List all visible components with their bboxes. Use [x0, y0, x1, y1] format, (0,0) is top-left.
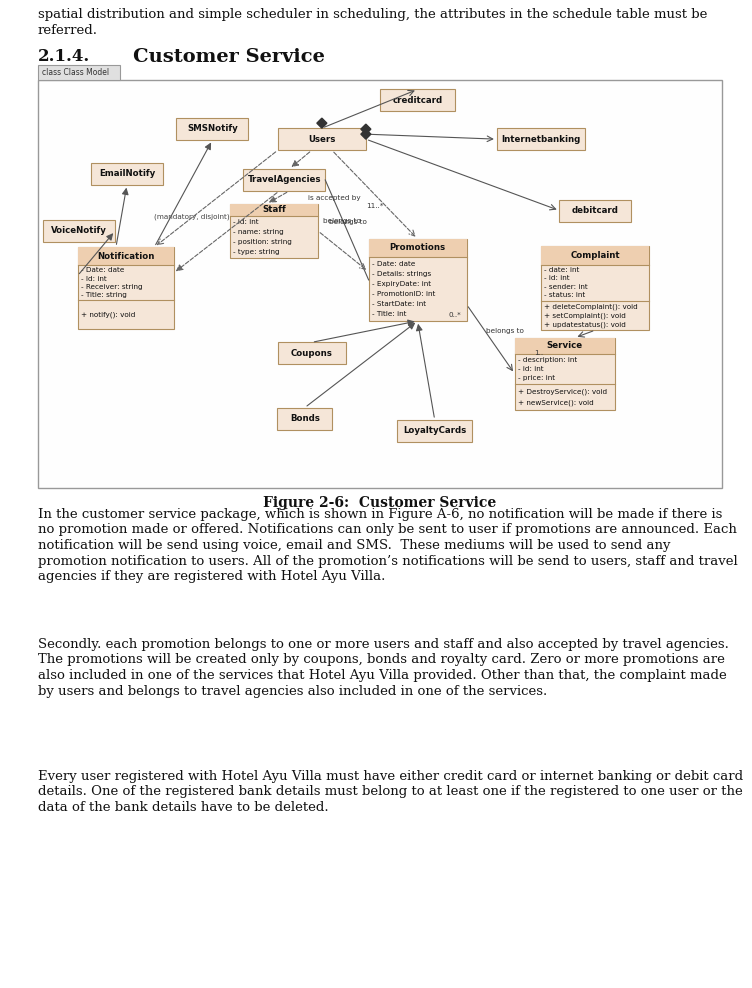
Text: - type: string: - type: string	[233, 249, 280, 255]
Text: Users: Users	[308, 134, 335, 143]
Text: creditcard: creditcard	[393, 96, 443, 105]
Text: Internetbanking: Internetbanking	[501, 134, 581, 143]
Text: - id: int: - id: int	[233, 219, 259, 225]
Text: TravelAgencies: TravelAgencies	[247, 176, 321, 185]
Text: - id: int: - id: int	[544, 276, 570, 282]
Polygon shape	[361, 129, 371, 139]
FancyBboxPatch shape	[77, 247, 174, 329]
Text: - date: int: - date: int	[544, 267, 580, 273]
FancyBboxPatch shape	[91, 163, 163, 185]
Text: debitcard: debitcard	[572, 206, 619, 215]
Text: Secondly. each promotion belongs to one or more users and staff and also accepte: Secondly. each promotion belongs to one …	[38, 638, 729, 651]
Text: - Date: date: - Date: date	[371, 261, 415, 267]
Text: + deleteComplaint(): void: + deleteComplaint(): void	[544, 303, 638, 309]
Text: 1..: 1..	[534, 351, 543, 357]
FancyBboxPatch shape	[38, 80, 722, 488]
FancyBboxPatch shape	[277, 343, 346, 365]
Polygon shape	[317, 119, 327, 128]
FancyBboxPatch shape	[541, 246, 650, 265]
Text: - Id: int: - Id: int	[80, 276, 106, 282]
Text: spatial distribution and simple scheduler in scheduling, the attributes in the s: spatial distribution and simple schedule…	[38, 8, 708, 21]
FancyBboxPatch shape	[497, 128, 585, 150]
Text: notification will be send using voice, email and SMS.  These mediums will be use: notification will be send using voice, e…	[38, 539, 671, 552]
Text: Bonds: Bonds	[290, 414, 320, 423]
Text: In the customer service package, which is shown in Figure A-6, no notification w: In the customer service package, which i…	[38, 508, 723, 521]
Text: + setComplaint(): void: + setComplaint(): void	[544, 312, 626, 318]
Text: Every user registered with Hotel Ayu Villa must have either credit card or inter: Every user registered with Hotel Ayu Vil…	[38, 770, 743, 783]
Text: agencies if they are registered with Hotel Ayu Villa.: agencies if they are registered with Hot…	[38, 570, 385, 583]
Text: The promotions will be created only by coupons, bonds and royalty card. Zero or : The promotions will be created only by c…	[38, 653, 725, 667]
Text: Notification: Notification	[97, 252, 154, 261]
Text: - Details: strings: - Details: strings	[371, 271, 431, 277]
Text: also included in one of the services that Hotel Ayu Villa provided. Other than t: also included in one of the services tha…	[38, 669, 726, 682]
Text: 11..*: 11..*	[366, 204, 384, 209]
FancyBboxPatch shape	[177, 118, 248, 140]
Text: SMSNotify: SMSNotify	[187, 124, 238, 133]
Text: 2.1.4.: 2.1.4.	[38, 48, 90, 65]
Text: Service: Service	[547, 341, 583, 350]
FancyBboxPatch shape	[380, 89, 455, 112]
Text: + newService(): void: + newService(): void	[517, 399, 593, 406]
Text: by users and belongs to travel agencies also included in one of the services.: by users and belongs to travel agencies …	[38, 685, 547, 698]
FancyBboxPatch shape	[43, 220, 115, 242]
Text: is accepted by: is accepted by	[308, 196, 361, 202]
Text: - id: int: - id: int	[517, 366, 543, 372]
Text: Staff: Staff	[262, 206, 286, 214]
FancyBboxPatch shape	[514, 338, 614, 410]
Text: Figure 2-6:  Customer Service: Figure 2-6: Customer Service	[263, 496, 496, 510]
FancyBboxPatch shape	[541, 246, 650, 330]
Text: - Receiver: string: - Receiver: string	[80, 284, 142, 289]
Text: - Title: int: - Title: int	[371, 311, 406, 317]
FancyBboxPatch shape	[77, 247, 174, 265]
Text: - position: string: - position: string	[233, 239, 292, 245]
Text: referred.: referred.	[38, 24, 98, 37]
FancyBboxPatch shape	[397, 420, 472, 442]
Text: LoyaltyCards: LoyaltyCards	[403, 427, 466, 436]
Text: - Title: string: - Title: string	[80, 292, 126, 298]
FancyBboxPatch shape	[38, 65, 120, 80]
FancyBboxPatch shape	[368, 239, 467, 321]
FancyBboxPatch shape	[277, 408, 332, 430]
Text: 0..*: 0..*	[448, 311, 461, 317]
Text: Coupons: Coupons	[291, 349, 332, 358]
FancyBboxPatch shape	[277, 128, 366, 150]
Text: - Date: date: - Date: date	[80, 268, 124, 274]
Text: Customer Service: Customer Service	[133, 48, 325, 66]
Text: - PromotionID: int: - PromotionID: int	[371, 291, 435, 297]
Text: - StartDate: int: - StartDate: int	[371, 301, 426, 307]
FancyBboxPatch shape	[230, 204, 318, 258]
Text: - name: string: - name: string	[233, 229, 284, 235]
Text: + DestroyService(): void: + DestroyService(): void	[517, 388, 607, 395]
Text: - ExpiryDate: int: - ExpiryDate: int	[371, 281, 431, 287]
Text: details. One of the registered bank details must belong to at least one if the r: details. One of the registered bank deta…	[38, 785, 743, 798]
Text: Promotions: Promotions	[390, 243, 446, 253]
Text: VoiceNotify: VoiceNotify	[51, 226, 107, 235]
Text: - status: int: - status: int	[544, 292, 586, 298]
Text: no promotion made or offered. Notifications can only be sent to user if promotio: no promotion made or offered. Notificati…	[38, 524, 737, 536]
Text: belongs to: belongs to	[329, 219, 367, 225]
Text: + notify(): void: + notify(): void	[80, 311, 135, 318]
FancyBboxPatch shape	[230, 204, 318, 215]
FancyBboxPatch shape	[514, 338, 614, 354]
Text: - description: int: - description: int	[517, 357, 577, 363]
FancyBboxPatch shape	[368, 239, 467, 257]
Text: belongs to: belongs to	[323, 218, 361, 224]
Text: - sender: int: - sender: int	[544, 284, 588, 289]
Text: + updatestatus(): void: + updatestatus(): void	[544, 321, 626, 328]
Text: - price: int: - price: int	[517, 375, 555, 381]
Text: data of the bank details have to be deleted.: data of the bank details have to be dele…	[38, 801, 329, 814]
FancyBboxPatch shape	[559, 200, 632, 221]
Text: promotion notification to users. All of the promotion’s notifications will be se: promotion notification to users. All of …	[38, 554, 738, 567]
Text: class Class Model: class Class Model	[42, 68, 109, 77]
Text: (mandatory, disjoint): (mandatory, disjoint)	[154, 213, 229, 220]
FancyBboxPatch shape	[243, 169, 325, 191]
Text: EmailNotify: EmailNotify	[99, 169, 155, 179]
Text: Complaint: Complaint	[571, 251, 620, 260]
Polygon shape	[361, 124, 371, 134]
Text: belongs to: belongs to	[486, 328, 524, 334]
